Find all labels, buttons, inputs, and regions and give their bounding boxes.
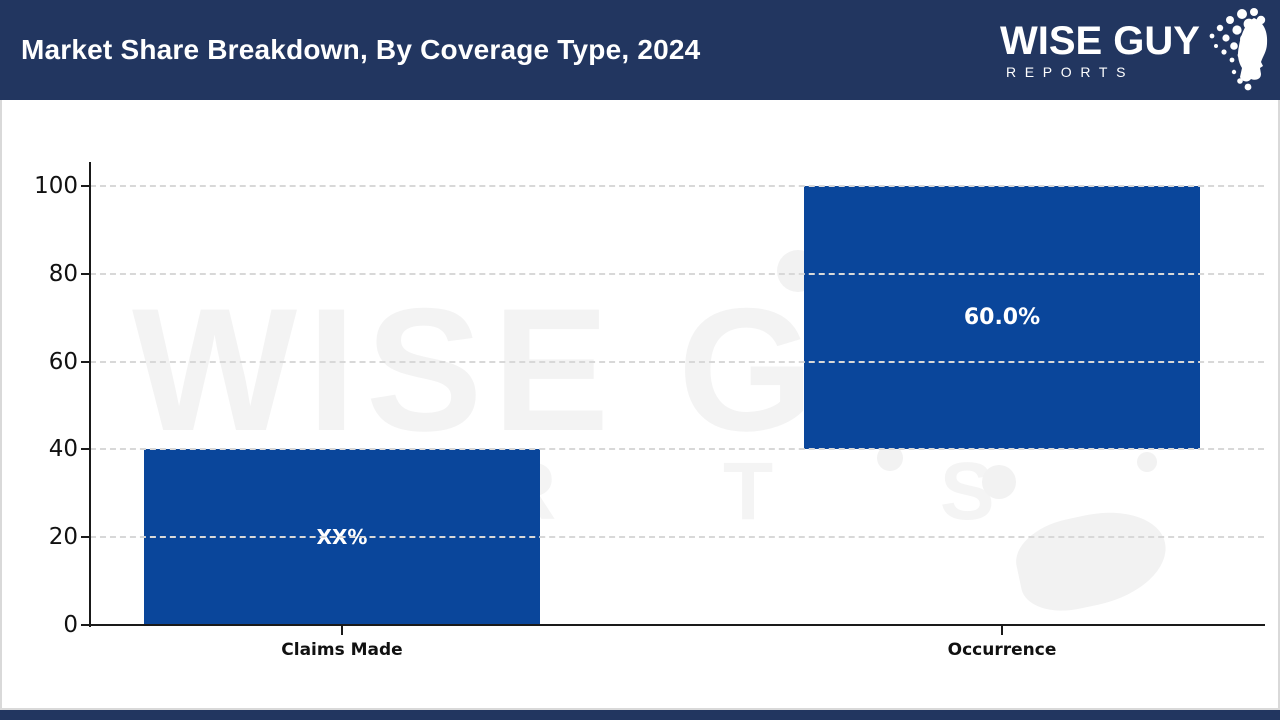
chart-bottom-border — [0, 708, 1280, 710]
y-axis-line — [89, 162, 91, 627]
logo-wordmark: WISE GUY REPORTS — [1000, 21, 1200, 80]
logo-secondary-text: REPORTS — [1005, 63, 1135, 80]
bar-occurrence: 60.0% — [804, 186, 1200, 450]
watermark-text-2: R T S — [497, 446, 1067, 537]
x-tick-0 — [341, 626, 343, 635]
y-tick-20 — [81, 536, 90, 539]
y-tick-100 — [81, 185, 90, 187]
logo-primary-text: WISE GUY — [999, 18, 1200, 63]
watermark-dot — [1137, 452, 1157, 472]
x-axis-line — [88, 624, 1265, 626]
bar-value-label: 60.0% — [963, 305, 1041, 331]
header-bar: Market Share Breakdown, By Coverage Type… — [0, 0, 1280, 100]
x-tick-label-1: Occurrence — [947, 640, 1057, 660]
gridline-100 — [90, 185, 1264, 187]
chart-area: WISE GU R T S 0 20 40 60 80 100 XX% Claims Made… — [0, 100, 1280, 710]
y-tick-80 — [81, 272, 90, 275]
y-tick-label-80: 80 — [48, 260, 78, 287]
y-tick-0 — [81, 624, 90, 626]
gridline-20 — [90, 536, 1264, 539]
x-tick-1 — [1001, 626, 1003, 635]
wise-guy-logo: WISE GUY REPORTS — [1000, 0, 1268, 100]
chart-title: Market Share Breakdown, By Coverage Type… — [21, 34, 701, 65]
y-tick-label-60: 60 — [48, 348, 78, 375]
gridline-60 — [90, 360, 1264, 363]
gridline-40 — [90, 448, 1264, 451]
y-tick-label-40: 40 — [48, 436, 78, 463]
y-tick-label-100: 100 — [34, 173, 78, 199]
watermark-dot — [982, 465, 1016, 499]
y-tick-60 — [81, 360, 90, 363]
y-tick-label-20: 20 — [48, 524, 78, 551]
y-tick-40 — [81, 448, 90, 451]
y-tick-label-0: 0 — [63, 612, 78, 638]
logo-face-icon — [1209, 8, 1268, 91]
footer-bar — [0, 710, 1280, 720]
x-tick-label-0: Claims Made — [281, 640, 403, 660]
gridline-80 — [90, 272, 1264, 275]
